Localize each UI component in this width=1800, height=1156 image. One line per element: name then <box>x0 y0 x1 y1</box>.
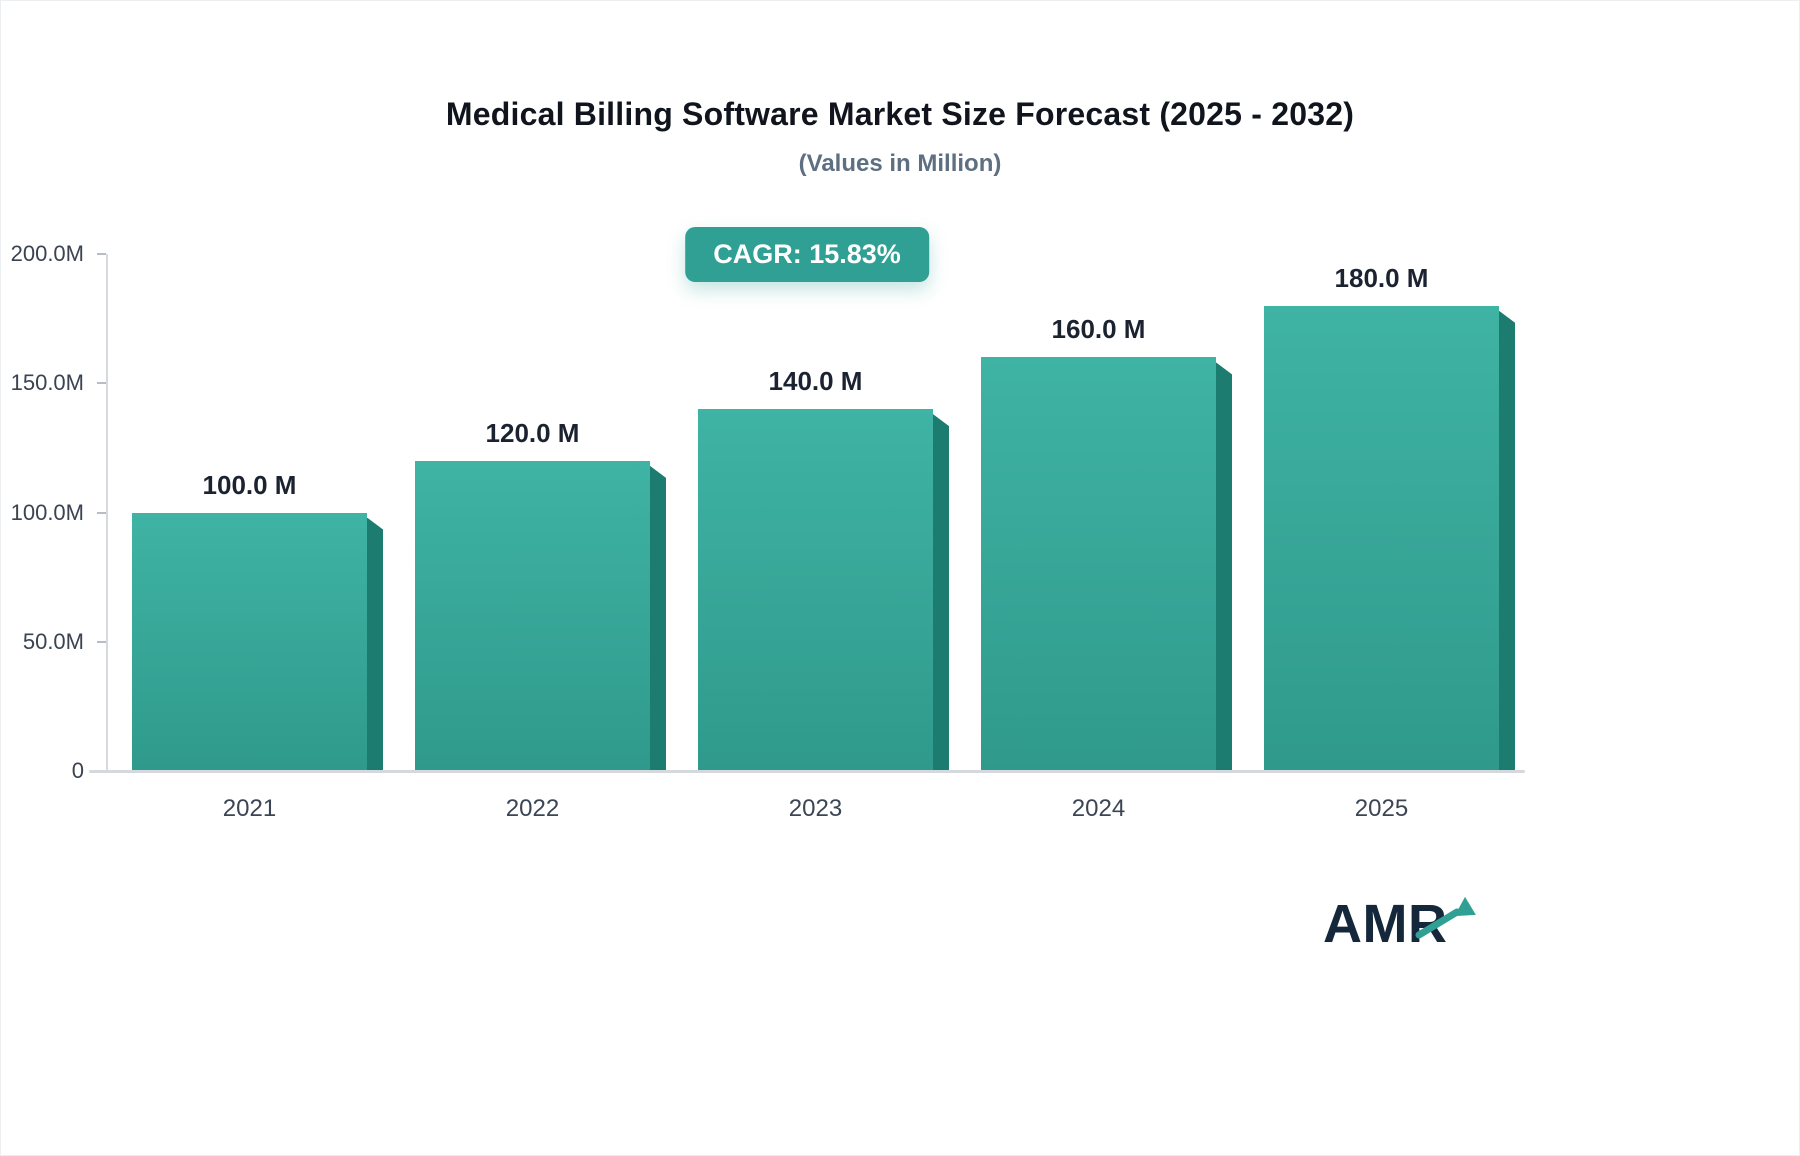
bar: 140.0 M <box>698 366 949 771</box>
bar-value-label: 140.0 M <box>768 366 863 397</box>
plot-area: 100.0 M 2021 120.0 M 2022 140.0 M 2023 160.0 M… <box>106 254 1523 822</box>
y-tick-label: 200.0M <box>10 241 84 266</box>
bar-value-label: 100.0 M <box>202 469 297 500</box>
y-tick-mark <box>97 640 106 643</box>
bar-side-face <box>367 517 383 771</box>
bar-group: 140.0 M 2023 <box>674 254 957 822</box>
bar-group: 120.0 M 2022 <box>391 254 674 822</box>
y-tick-mark <box>97 382 106 385</box>
bar-group: 160.0 M 2024 <box>957 254 1240 822</box>
chart-subtitle: (Values in Million) <box>798 150 1002 177</box>
bar-group: 180.0 M 2025 <box>1240 254 1523 822</box>
x-tick-label: 2024 <box>1071 795 1126 822</box>
y-tick-label: 50.0M <box>22 628 84 654</box>
y-tick-mark <box>97 253 106 255</box>
y-tick-mark <box>97 511 106 514</box>
bar-value-label: 180.0 M <box>1334 262 1429 293</box>
y-tick-label: 0 <box>71 758 84 783</box>
bar: 160.0 M <box>981 314 1232 771</box>
y-axis: 200.0M 150.0M 100.0M 50.0M 0 <box>1 241 106 783</box>
x-tick-label: 2021 <box>222 795 277 822</box>
bar-side-face <box>650 465 666 771</box>
y-tick-label: 150.0M <box>10 370 84 396</box>
x-tick-label: 2025 <box>1354 795 1409 822</box>
bar-value-label: 120.0 M <box>485 417 580 448</box>
bars-container: 100.0 M 2021 120.0 M 2022 140.0 M 2023 160.0 M… <box>108 254 1523 822</box>
amr-logo-text: AMR <box>1323 894 1448 954</box>
x-tick-label: 2022 <box>505 795 560 822</box>
cagr-badge: CAGR: 15.83% <box>685 227 929 282</box>
bar-side-face <box>1216 362 1232 771</box>
amr-logo: AMR <box>1323 893 1485 955</box>
bar-group: 100.0 M 2021 <box>108 254 391 822</box>
logo-trend-arrow-icon <box>1415 896 1477 939</box>
bar-side-face <box>933 414 949 771</box>
x-axis-line <box>89 770 1525 773</box>
bar: 120.0 M <box>415 418 666 771</box>
bar: 180.0 M <box>1264 263 1515 771</box>
bar: 100.0 M <box>132 470 383 771</box>
chart-title: Medical Billing Software Market Size For… <box>445 96 1355 132</box>
x-tick-label: 2023 <box>788 795 843 822</box>
y-tick-label: 100.0M <box>10 499 84 525</box>
bar-value-label: 160.0 M <box>1051 314 1146 345</box>
bar-side-face <box>1499 310 1515 771</box>
